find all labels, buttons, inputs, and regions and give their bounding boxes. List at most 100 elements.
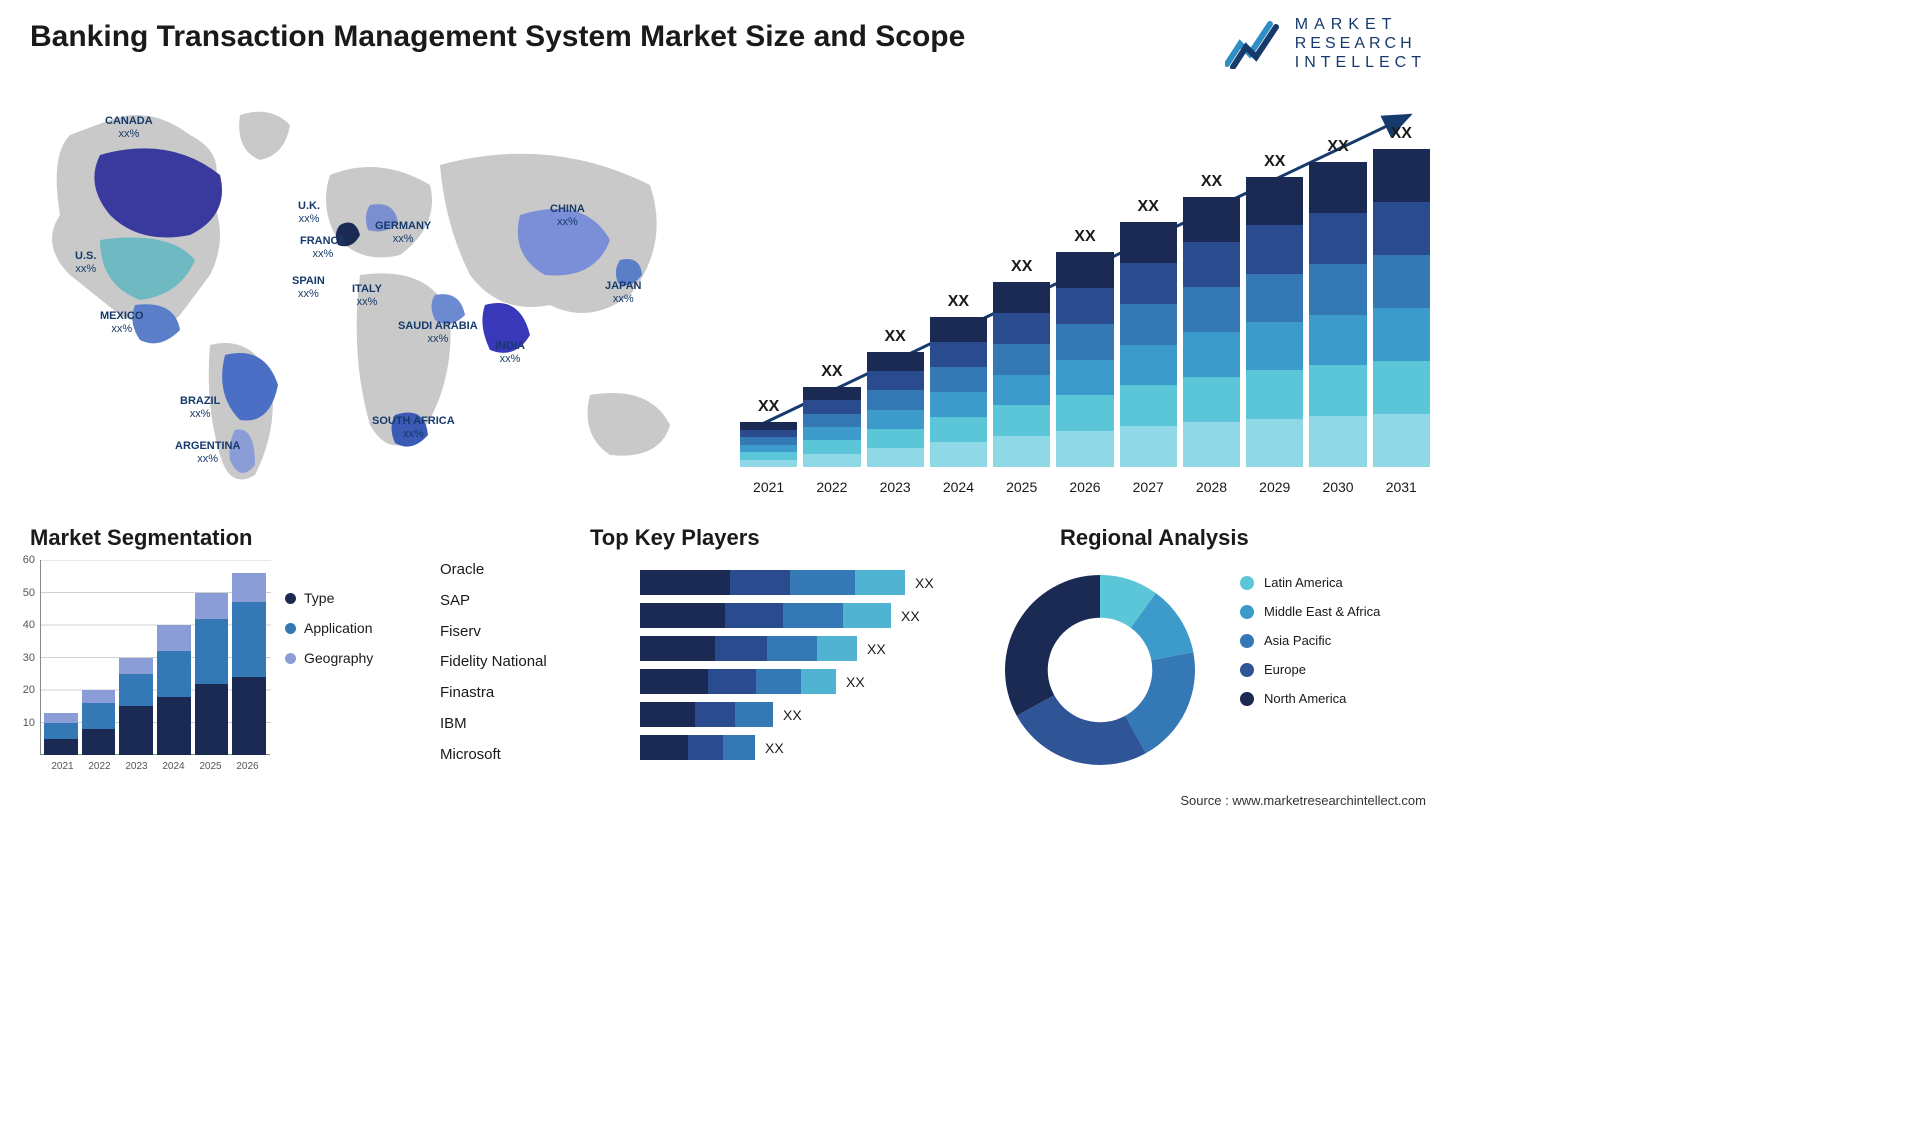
player-name: Finastra [440, 678, 547, 709]
country-label: SAUDI ARABIAxx% [398, 320, 478, 346]
x-axis-label: 2031 [1373, 479, 1430, 495]
segmentation-title: Market Segmentation [30, 525, 253, 551]
logo-icon [1225, 19, 1285, 69]
segmentation-chart: 102030405060 202120222023202420252026 [10, 560, 270, 780]
source-text: Source : www.marketresearchintellect.com [1180, 793, 1426, 808]
country-label: U.S.xx% [75, 250, 96, 276]
country-label: CHINAxx% [550, 203, 585, 229]
x-tick: 2022 [88, 761, 110, 772]
bar-column: XX [1373, 149, 1430, 467]
regional-legend: Latin America Middle East & Africa Asia Pa… [1240, 575, 1380, 720]
legend-item: Geography [285, 650, 373, 666]
bar-column: XX [930, 317, 987, 467]
player-name: SAP [440, 586, 547, 617]
logo-line2: RESEARCH [1295, 34, 1426, 53]
x-axis-label: 2022 [803, 479, 860, 495]
x-axis-label: 2030 [1309, 479, 1366, 495]
bar-column: XX [1246, 177, 1303, 467]
player-value-label: XX [846, 674, 865, 690]
donut-slice [1005, 575, 1100, 716]
legend-item: Latin America [1240, 575, 1380, 590]
regional-title: Regional Analysis [1060, 525, 1249, 551]
bar-value-label: XX [1201, 173, 1222, 191]
legend-item: North America [1240, 691, 1380, 706]
key-players-chart: XX XX XX XX XX XX [640, 570, 970, 768]
regional-donut [1000, 570, 1200, 770]
seg-bar-column [195, 593, 229, 756]
country-label: FRANCExx% [300, 235, 346, 261]
player-name: Fidelity National [440, 647, 547, 678]
x-axis-label: 2029 [1246, 479, 1303, 495]
seg-bar-column [82, 690, 116, 755]
logo-line3: INTELLECT [1295, 53, 1426, 72]
bar-value-label: XX [1327, 138, 1348, 156]
bar-value-label: XX [1391, 125, 1412, 143]
x-axis-label: 2026 [1056, 479, 1113, 495]
country-label: MEXICOxx% [100, 310, 143, 336]
bar-column: XX [1056, 252, 1113, 467]
x-axis-label: 2027 [1120, 479, 1177, 495]
x-axis-label: 2028 [1183, 479, 1240, 495]
player-bar-row: XX [640, 603, 970, 628]
country-label: INDIAxx% [495, 340, 525, 366]
player-bar-row: XX [640, 702, 970, 727]
bar-column: XX [1120, 222, 1177, 467]
country-label: U.K.xx% [298, 200, 320, 226]
legend-item: Application [285, 620, 373, 636]
seg-bar-column [232, 573, 266, 755]
page-title: Banking Transaction Management System Ma… [30, 20, 965, 54]
x-tick: 2024 [162, 761, 184, 772]
x-tick: 2026 [236, 761, 258, 772]
country-label: SPAINxx% [292, 275, 325, 301]
bar-value-label: XX [948, 293, 969, 311]
legend-item: Europe [1240, 662, 1380, 677]
legend-item: Type [285, 590, 373, 606]
country-label: ARGENTINAxx% [175, 440, 240, 466]
country-label: GERMANYxx% [375, 220, 431, 246]
brand-logo: MARKET RESEARCH INTELLECT [1225, 15, 1426, 73]
country-label: CANADAxx% [105, 115, 153, 141]
bar-column: XX [1183, 197, 1240, 467]
y-tick: 20 [10, 684, 35, 696]
x-axis-label: 2024 [930, 479, 987, 495]
player-bar-row: XX [640, 570, 970, 595]
x-axis-label: 2025 [993, 479, 1050, 495]
legend-item: Asia Pacific [1240, 633, 1380, 648]
y-tick: 60 [10, 554, 35, 566]
bar-column: XX [993, 282, 1050, 467]
x-axis-label: 2021 [740, 479, 797, 495]
country-label: JAPANxx% [605, 280, 641, 306]
donut-slice [1017, 695, 1146, 765]
seg-bar-column [44, 713, 78, 755]
y-tick: 40 [10, 619, 35, 631]
market-size-chart: XXXXXXXXXXXXXXXXXXXXXX 20212022202320242… [740, 95, 1430, 495]
player-name: Fiserv [440, 617, 547, 648]
key-players-title: Top Key Players [590, 525, 760, 551]
world-map: CANADAxx% U.S.xx% MEXICOxx% BRAZILxx% ARGENT… [30, 95, 710, 495]
bar-value-label: XX [1138, 198, 1159, 216]
bar-value-label: XX [821, 363, 842, 381]
player-bar-row: XX [640, 735, 970, 760]
legend-item: Middle East & Africa [1240, 604, 1380, 619]
y-tick: 50 [10, 587, 35, 599]
bar-value-label: XX [1074, 228, 1095, 246]
player-value-label: XX [915, 575, 934, 591]
y-tick: 10 [10, 717, 35, 729]
player-bar-row: XX [640, 669, 970, 694]
bar-value-label: XX [1264, 153, 1285, 171]
player-value-label: XX [783, 707, 802, 723]
country-label: BRAZILxx% [180, 395, 220, 421]
key-players-list: OracleSAPFiservFidelity NationalFinastra… [440, 555, 547, 770]
logo-line1: MARKET [1295, 15, 1426, 34]
player-name: Microsoft [440, 740, 547, 771]
player-bar-row: XX [640, 636, 970, 661]
player-name: Oracle [440, 555, 547, 586]
x-axis-label: 2023 [867, 479, 924, 495]
player-value-label: XX [765, 740, 784, 756]
player-name: IBM [440, 709, 547, 740]
x-tick: 2025 [199, 761, 221, 772]
player-value-label: XX [867, 641, 886, 657]
x-tick: 2023 [125, 761, 147, 772]
seg-bar-column [119, 658, 153, 756]
segmentation-legend: Type Application Geography [285, 590, 373, 680]
